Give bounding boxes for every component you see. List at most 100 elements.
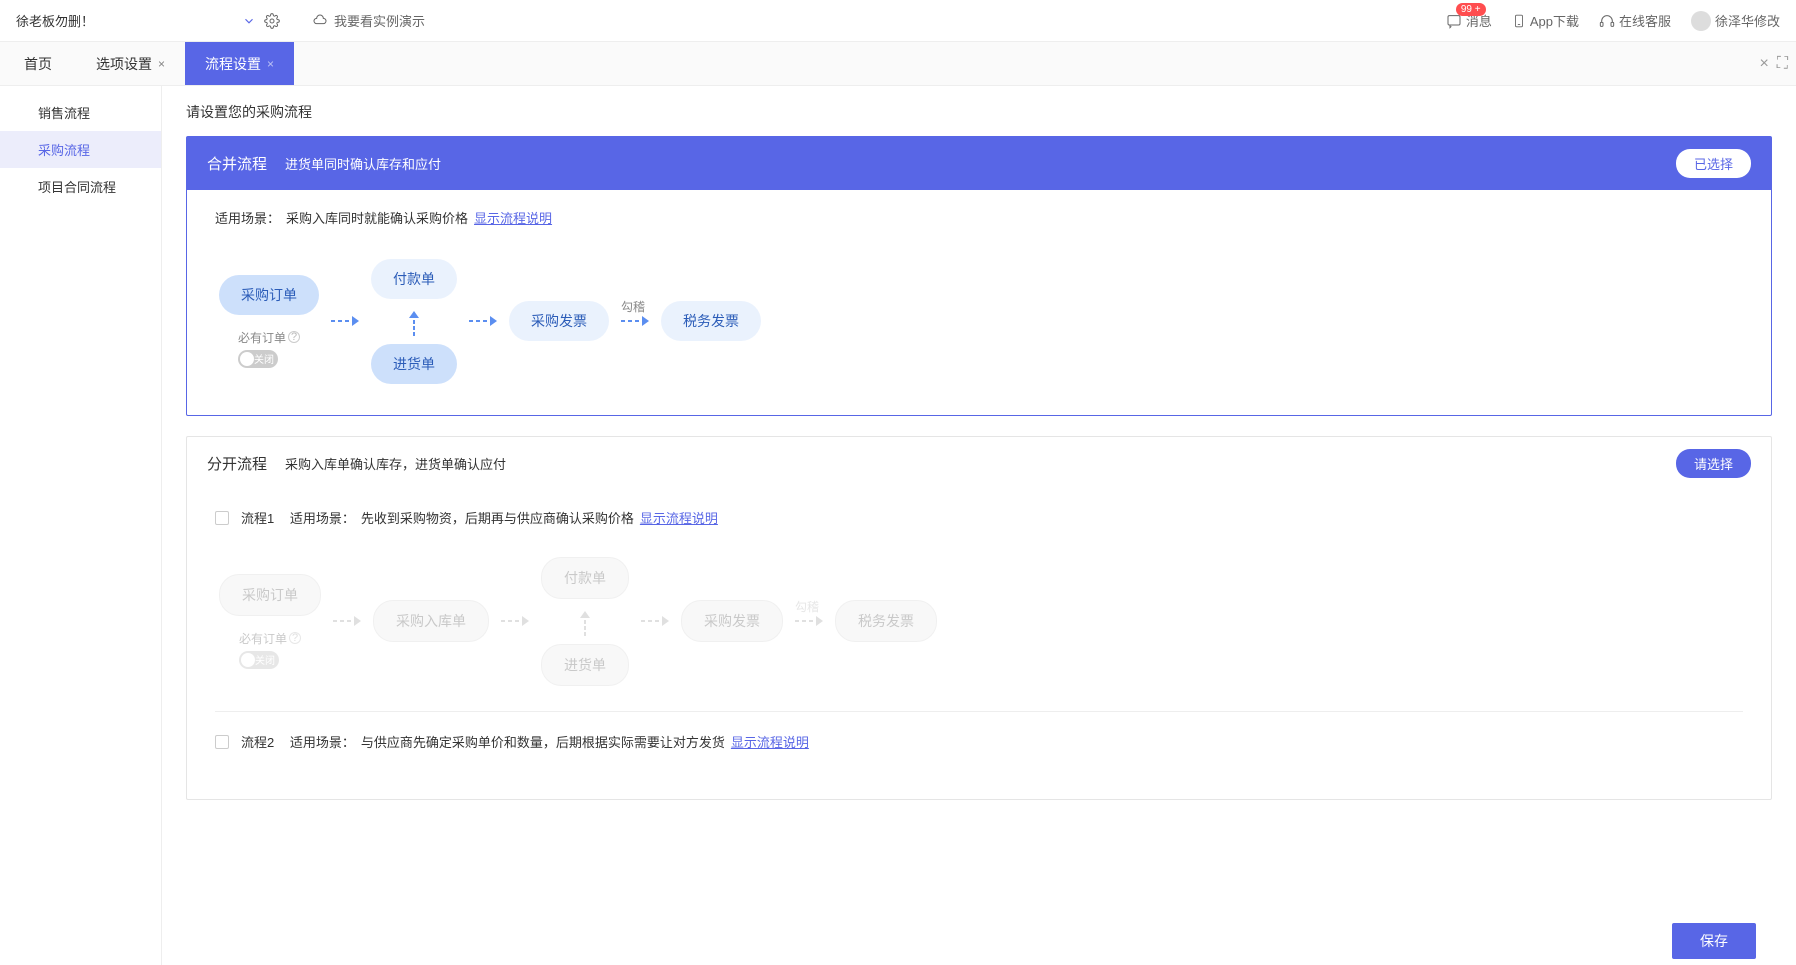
- main-layout: 销售流程 采购流程 项目合同流程 请设置您的采购流程 合并流程 进货单同时确认库…: [0, 86, 1796, 965]
- process-name: 流程2: [241, 732, 274, 751]
- arrow-up-icon: [409, 311, 419, 336]
- save-button[interactable]: 保存: [1672, 923, 1756, 959]
- arrow-icon: [331, 316, 359, 326]
- tab-options-label: 选项设置: [96, 54, 152, 74]
- flow-header: 分开流程 采购入库单确认库存，进货单确认应付 请选择: [187, 437, 1771, 490]
- toggle-label: 必有订单?: [238, 329, 300, 346]
- scene-text: 先收到采购物资，后期再与供应商确认采购价格: [361, 508, 634, 527]
- arrow-icon: [501, 616, 529, 626]
- tabs-bar: 首页 选项设置 × 流程设置 × × ⛶: [0, 42, 1796, 86]
- scene-row: 适用场景： 采购入库同时就能确认采购价格 显示流程说明: [215, 208, 1743, 227]
- chevron-down-icon[interactable]: [242, 14, 256, 28]
- flow-col: 采购订单 必有订单? 关闭: [219, 574, 321, 669]
- top-left: 徐老板勿删！ 我要看实例演示: [16, 11, 425, 30]
- top-right: 99 + 消息 App下载 在线客服 徐泽华修改: [1446, 11, 1780, 31]
- flow-diagram: 采购订单 必有订单? 关闭 付款单 进货单 采购发票: [215, 251, 1743, 391]
- node-purchase-in: 采购入库单: [373, 600, 489, 642]
- node-purchase-order: 采购订单: [219, 275, 319, 315]
- scene-text: 与供应商先确定采购单价和数量，后期根据实际需要让对方发货: [361, 732, 725, 751]
- close-icon[interactable]: ×: [158, 57, 165, 71]
- gear-icon[interactable]: [264, 13, 280, 29]
- app-download-label: App下载: [1530, 11, 1579, 30]
- node-payment: 付款单: [371, 259, 457, 299]
- tabs-actions: × ⛶: [1759, 42, 1788, 85]
- select-button[interactable]: 请选择: [1676, 449, 1751, 478]
- scene-row: 流程1 适用场景： 先收到采购物资，后期再与供应商确认采购价格 显示流程说明: [215, 508, 1743, 527]
- flow-card-merged: 合并流程 进货单同时确认库存和应付 已选择 适用场景： 采购入库同时就能确认采购…: [186, 136, 1772, 416]
- node-goods-receipt: 进货单: [541, 644, 629, 686]
- top-bar: 徐老板勿删！ 我要看实例演示 99 + 消息 App下载 在线客服 徐泽华修改: [0, 0, 1796, 42]
- flow-col: 付款单 进货单: [371, 259, 457, 384]
- scene-text: 采购入库同时就能确认采购价格: [286, 208, 468, 227]
- arrow-icon: 勾稽: [795, 616, 823, 626]
- edge-label: 勾稽: [621, 298, 645, 315]
- scene-label: 适用场景：: [290, 732, 355, 751]
- required-order-toggle[interactable]: 关闭: [239, 651, 279, 669]
- expand-icon[interactable]: ⛶: [1777, 55, 1788, 73]
- flow-title: 合并流程: [207, 153, 267, 174]
- node-purchase-invoice: 采购发票: [681, 600, 783, 642]
- flow-diagram: 采购订单 必有订单? 关闭 采购入库单 付款单 进货单: [215, 551, 1743, 691]
- arrow-icon: [333, 616, 361, 626]
- selected-button[interactable]: 已选择: [1676, 149, 1751, 178]
- sidebar-item-purchase[interactable]: 采购流程: [0, 131, 161, 168]
- toggle-label: 必有订单?: [239, 630, 301, 647]
- arrow-icon: [641, 616, 669, 626]
- process2-checkbox[interactable]: [215, 735, 229, 749]
- show-description-link[interactable]: 显示流程说明: [731, 732, 809, 751]
- help-icon[interactable]: ?: [289, 632, 301, 644]
- content: 请设置您的采购流程 合并流程 进货单同时确认库存和应付 已选择 适用场景： 采购…: [162, 86, 1796, 965]
- tab-home-label: 首页: [24, 54, 52, 74]
- user-menu[interactable]: 徐泽华修改: [1691, 11, 1780, 31]
- flow-card-separate: 分开流程 采购入库单确认库存，进货单确认应付 请选择 流程1 适用场景： 先收到…: [186, 436, 1772, 800]
- tab-options[interactable]: 选项设置 ×: [76, 42, 185, 85]
- process1-checkbox[interactable]: [215, 511, 229, 525]
- toggle-group: 必有订单? 关闭: [238, 329, 300, 368]
- flow-body: 流程1 适用场景： 先收到采购物资，后期再与供应商确认采购价格 显示流程说明 采…: [187, 490, 1771, 799]
- arrow-icon: [469, 316, 497, 326]
- help-icon[interactable]: ?: [288, 331, 300, 343]
- messages-link[interactable]: 99 + 消息: [1446, 11, 1492, 30]
- tab-flow[interactable]: 流程设置 ×: [185, 42, 294, 85]
- scene-label: 适用场景：: [215, 208, 280, 227]
- edge-label: 勾稽: [795, 598, 819, 615]
- demo-link[interactable]: 我要看实例演示: [312, 11, 425, 30]
- node-purchase-invoice: 采购发票: [509, 301, 609, 341]
- sidebar: 销售流程 采购流程 项目合同流程: [0, 86, 162, 965]
- demo-link-label: 我要看实例演示: [334, 11, 425, 30]
- toggle-group: 必有订单? 关闭: [239, 630, 301, 669]
- node-tax-invoice: 税务发票: [835, 600, 937, 642]
- scene-row: 流程2 适用场景： 与供应商先确定采购单价和数量，后期根据实际需要让对方发货 显…: [215, 732, 1743, 751]
- tab-home[interactable]: 首页: [0, 42, 76, 85]
- scene-label: 适用场景：: [290, 508, 355, 527]
- flow-subtitle: 采购入库单确认库存，进货单确认应付: [285, 454, 506, 473]
- node-payment: 付款单: [541, 557, 629, 599]
- node-tax-invoice: 税务发票: [661, 301, 761, 341]
- arrow-up-icon: [580, 611, 590, 636]
- flow-title: 分开流程: [207, 453, 267, 474]
- close-icon[interactable]: ×: [267, 57, 274, 71]
- show-description-link[interactable]: 显示流程说明: [474, 208, 552, 227]
- sidebar-item-project[interactable]: 项目合同流程: [0, 168, 161, 205]
- tab-flow-label: 流程设置: [205, 54, 261, 74]
- flow-col: 付款单 进货单: [541, 557, 629, 686]
- flow-header: 合并流程 进货单同时确认库存和应付 已选择: [187, 137, 1771, 190]
- arrow-icon: 勾稽: [621, 316, 649, 326]
- sidebar-item-sales[interactable]: 销售流程: [0, 94, 161, 131]
- page-title: 请设置您的采购流程: [186, 102, 1772, 122]
- footer: 保存: [162, 915, 1796, 965]
- customer-service-label: 在线客服: [1619, 11, 1671, 30]
- node-goods-receipt: 进货单: [371, 344, 457, 384]
- avatar-icon: [1691, 11, 1711, 31]
- show-description-link[interactable]: 显示流程说明: [640, 508, 718, 527]
- close-all-icon[interactable]: ×: [1759, 55, 1768, 73]
- org-name: 徐老板勿删！: [16, 11, 94, 30]
- flow-col: 采购订单 必有订单? 关闭: [219, 275, 319, 368]
- required-order-toggle[interactable]: 关闭: [238, 350, 278, 368]
- flow-subtitle: 进货单同时确认库存和应付: [285, 154, 441, 173]
- node-purchase-order: 采购订单: [219, 574, 321, 616]
- flow-body: 适用场景： 采购入库同时就能确认采购价格 显示流程说明 采购订单 必有订单? 关…: [187, 190, 1771, 415]
- customer-service-link[interactable]: 在线客服: [1599, 11, 1671, 30]
- app-download-link[interactable]: App下载: [1512, 11, 1579, 30]
- divider: [215, 711, 1743, 712]
